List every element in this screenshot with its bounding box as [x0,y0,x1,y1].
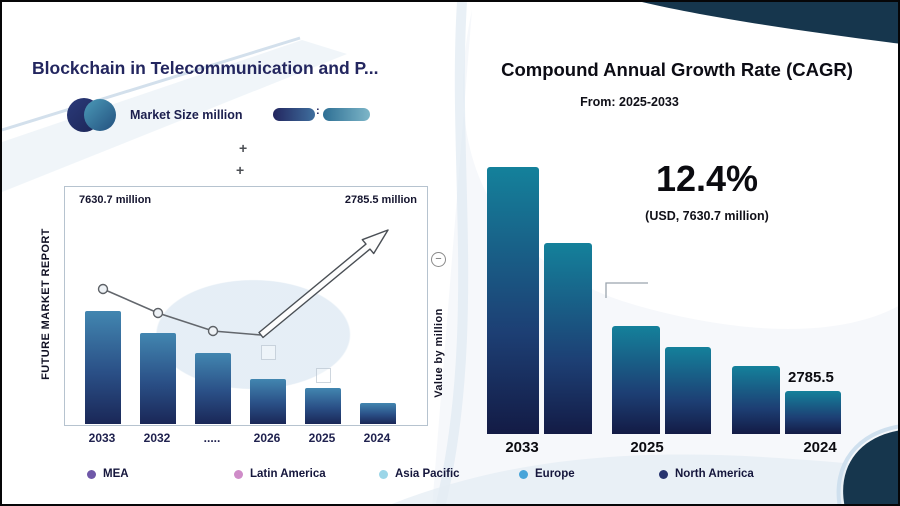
market-bar-3 [195,353,231,424]
value-callout-2024: 2785.5 [788,369,834,386]
trend-marker [207,325,219,337]
decor-pill-teal [323,108,370,121]
trend-polyline [102,288,262,336]
cagr-bar-2033-primary [487,167,539,434]
ghost-chart-icon [261,345,276,360]
market-x-label: 2025 [308,431,336,445]
cagr-percentage: 12.4% [655,158,759,199]
annotation-max-value: 7630.7 million [79,194,152,206]
minus-circle-icon: − [431,252,446,267]
cagr-usd-note: (USD, 7630.7 million) [645,209,769,223]
corner-shape-top-right [642,2,898,44]
cagr-bar-2024-primary [732,366,780,434]
cagr-x-label: 2025 [630,439,664,456]
market-bar-6 [360,403,396,424]
left-chart-title: Blockchain in Telecommunication and P... [32,58,379,78]
trend-marker [97,283,109,295]
legend-label: Europe [535,468,575,480]
cagr-bar-2025-primary [612,326,660,434]
decor-step-line [605,282,648,298]
market-bar-1 [85,311,121,424]
market-size-bars [65,187,427,425]
market-size-legend-icon [66,97,118,133]
cagr-x-label: 2033 [505,439,539,456]
market-x-label: 2032 [143,431,171,445]
legend-dot-icon [234,469,243,479]
legend-item-latin-america: Latin America [234,468,326,480]
cagr-x-label: 2024 [803,439,837,456]
cagr-chart-title: Compound Annual Growth Rate (CAGR) [501,59,853,80]
market-x-label: ..... [203,431,221,445]
cagr-bar-group-2025 [612,326,711,434]
market-x-label: 2026 [253,431,281,445]
cagr-bar-2024-secondary [785,391,841,434]
legend-item-north-america: North America [659,468,754,480]
cagr-bar-2033-secondary [544,243,592,434]
legend-dot-icon [87,469,96,479]
cagr-bar-group-2024 [732,366,841,434]
legend-dot-icon [659,469,668,479]
market-size-legend-label: Market Size million [130,108,243,122]
growth-arrow-icon [258,229,389,339]
decor-diagonal-band [2,40,347,192]
annotation-min-value: 2785.5 million [344,194,417,206]
decor-corner-arc [836,424,898,504]
market-size-x-axis: 2033 2032..... 2026 2025 2024 [64,431,428,447]
decor-center-curve [435,2,469,504]
legend-label: Latin America [250,468,326,480]
corner-shape-bottom-right [843,430,898,504]
legend-label: North America [675,468,754,480]
legend-label: MEA [103,468,129,480]
plus-sparkle-icon: + [239,140,248,156]
side-watermark-label: FUTURE MARKET REPORT [40,228,52,380]
pill-separator: : [316,105,320,117]
market-x-label: 2024 [363,431,391,445]
market-size-chart: 7630.7 million 2785.5 million [64,186,428,426]
cagr-x-axis: 2033 2025 2024 [457,439,898,459]
decor-diagonal-line [2,36,301,132]
cagr-bar-group-2033 [487,167,592,434]
market-bar-4 [250,379,286,424]
cagr-bars [457,162,898,434]
trend-line-arrow [97,229,389,339]
plus-sparkle-icon: + [236,162,245,178]
market-bar-2 [140,333,176,424]
region-legend: MEA Latin America Asia Pacific Europe North … [2,466,898,492]
cagr-subtitle: From: 2025-2033 [580,95,679,109]
legend-item-asia-pacific: Asia Pacific [379,468,460,480]
decor-bottom-wave [392,454,898,504]
decor-pill-navy [273,108,315,121]
legend-dot-icon [519,469,528,479]
legend-item-europe: Europe [519,468,575,480]
cagr-bar-2025-secondary [665,347,711,434]
ghost-chart-icon [316,368,331,383]
legend-item-mea: MEA [87,468,129,480]
value-axis-label: Value by million [433,308,445,398]
legend-label: Asia Pacific [395,468,460,480]
market-bar-5 [305,388,341,424]
legend-dot-icon [379,469,388,479]
market-x-label: 2033 [88,431,116,445]
trend-marker [152,307,164,319]
